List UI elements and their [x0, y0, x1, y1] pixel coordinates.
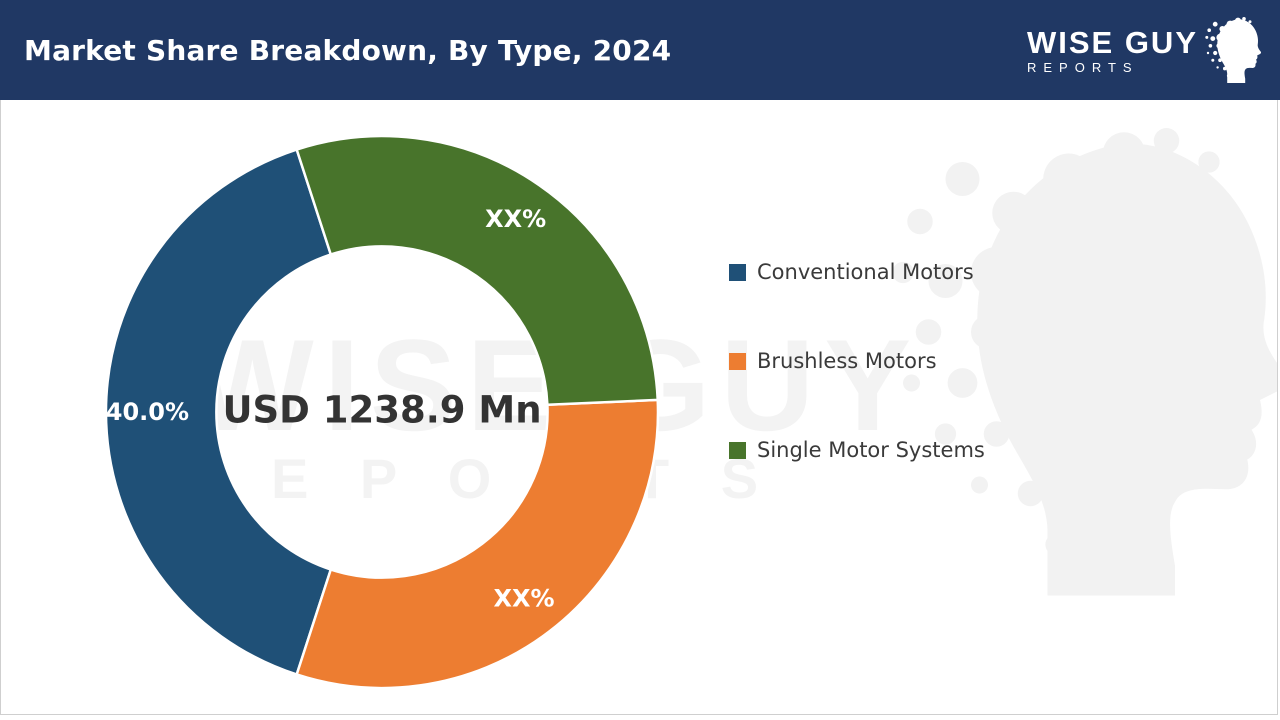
legend-item-brushless-motors: Brushless Motors [729, 347, 985, 375]
legend-label: Single Motor Systems [757, 438, 985, 462]
logo-subtext: REPORTS [1026, 59, 1139, 75]
header-bar: Market Share Breakdown, By Type, 2024 WI… [0, 0, 1280, 100]
slice-label-single-motor-systems: XX% [485, 205, 546, 233]
donut-slice-single-motor-systems [295, 134, 659, 406]
donut-slice-brushless-motors [295, 398, 660, 690]
legend-swatch-brushless-motors [729, 352, 746, 370]
legend-label: Brushless Motors [757, 349, 937, 373]
logo-face-icon [1205, 17, 1262, 83]
slice-label-brushless-motors: XX% [493, 585, 554, 613]
logo-text: WISE GUY REPORTS [1027, 27, 1198, 74]
legend-item-single-motor-systems: Single Motor Systems [729, 436, 985, 464]
slice-label-conventional-motors: 40.0% [106, 398, 189, 426]
chart-canvas: WISE GUY R E P O R T S 40.0% XX% XX% USD 1… [0, 100, 1278, 715]
page-title: Market Share Breakdown, By Type, 2024 [24, 33, 672, 67]
logo-wordmark: WISE GUY [1026, 24, 1198, 60]
legend-swatch-single-motor-systems [729, 441, 746, 459]
watermark-subtext: R E P O R T S [179, 447, 776, 510]
legend-item-conventional-motors: Conventional Motors [729, 258, 985, 286]
center-value-label: USD 1238.9 Mn [222, 388, 542, 432]
legend-swatch-conventional-motors [729, 263, 746, 281]
legend: Conventional Motors Brushless Motors Singl… [729, 258, 985, 464]
wiseguy-logo: WISE GUY REPORTS [1027, 9, 1262, 91]
legend-label: Conventional Motors [757, 260, 974, 284]
donut-chart: 40.0% XX% XX% [104, 134, 660, 690]
donut-slice-conventional-motors [104, 148, 333, 676]
